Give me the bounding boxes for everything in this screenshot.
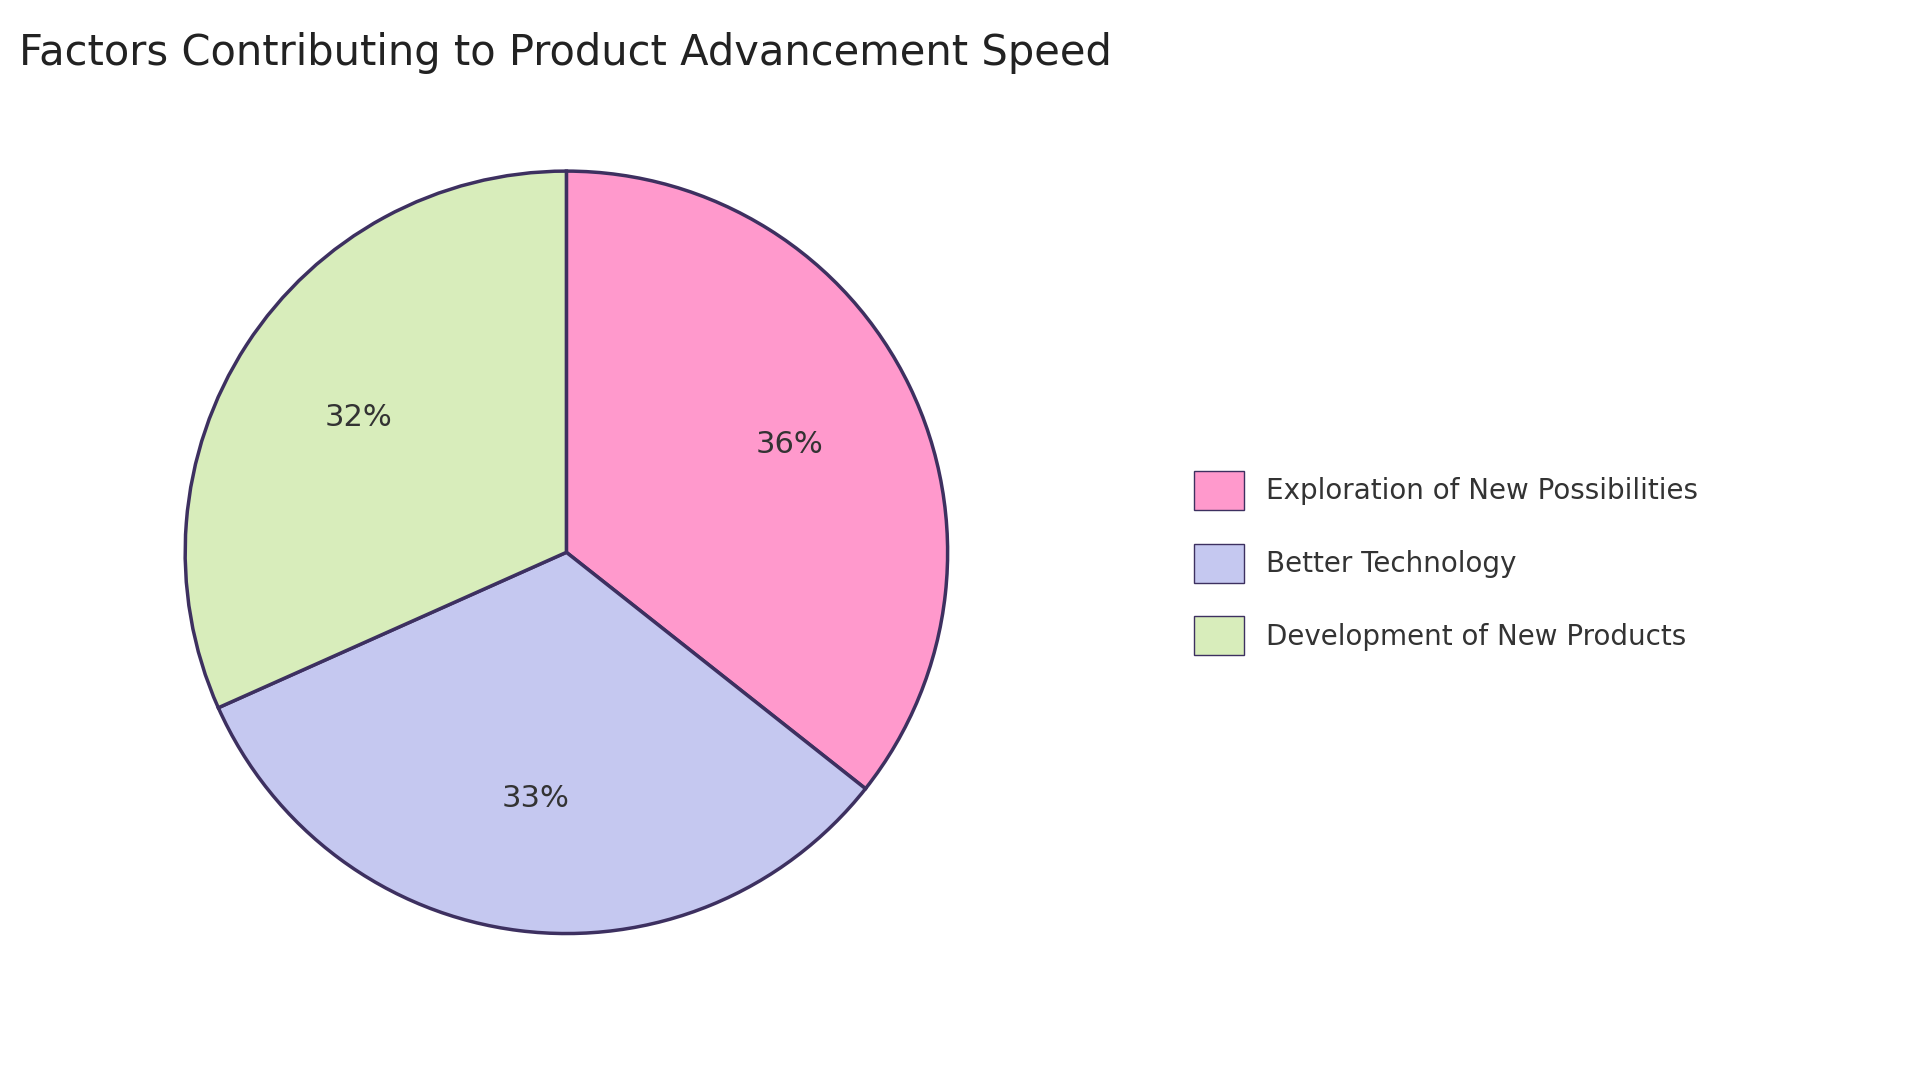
Text: 32%: 32% <box>324 403 392 432</box>
Legend: Exploration of New Possibilities, Better Technology, Development of New Products: Exploration of New Possibilities, Better… <box>1165 443 1726 683</box>
Wedge shape <box>219 552 866 934</box>
Wedge shape <box>184 171 566 708</box>
Text: 36%: 36% <box>756 430 824 459</box>
Wedge shape <box>566 171 948 788</box>
Text: 33%: 33% <box>501 784 570 812</box>
Text: Factors Contributing to Product Advancement Speed: Factors Contributing to Product Advancem… <box>19 32 1112 75</box>
